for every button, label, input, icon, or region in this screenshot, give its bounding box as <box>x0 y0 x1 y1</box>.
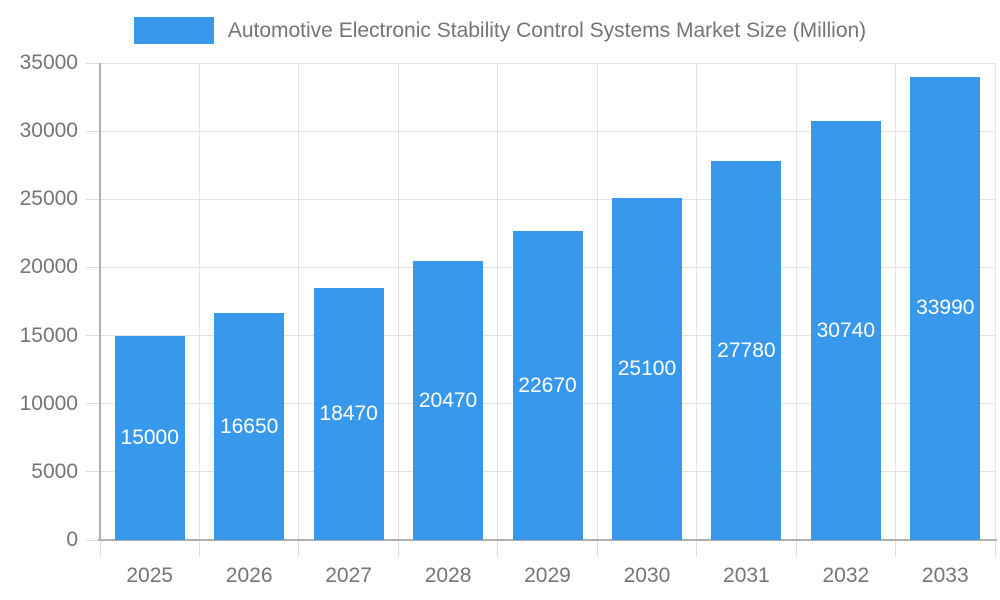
y-axis-label: 30000 <box>19 119 78 143</box>
gridline-vertical <box>696 63 698 540</box>
y-axis-tick <box>86 266 100 268</box>
y-axis-label: 25000 <box>19 187 78 211</box>
legend[interactable]: Automotive Electronic Stability Control … <box>0 17 1000 44</box>
x-axis-tick <box>99 540 101 557</box>
gridline-vertical <box>596 63 598 540</box>
y-axis-label: 5000 <box>31 459 78 483</box>
y-axis-label: 10000 <box>19 391 78 415</box>
legend-swatch[interactable] <box>133 17 214 44</box>
x-axis-label: 2032 <box>822 564 870 587</box>
x-axis-label: 2031 <box>723 564 770 587</box>
bar-value-label: 15000 <box>120 425 179 449</box>
x-axis-tick <box>994 540 996 557</box>
x-axis-label: 2029 <box>524 564 571 587</box>
gridline-vertical <box>895 63 897 540</box>
x-axis-tick <box>795 540 797 557</box>
y-axis-tick <box>86 62 100 64</box>
y-axis-tick <box>86 198 100 200</box>
bar-value-label: 16650 <box>219 414 279 438</box>
y-axis-tick <box>86 539 100 541</box>
x-axis-label: 2033 <box>921 564 969 587</box>
bar-value-label: 22670 <box>518 373 577 397</box>
x-axis-tick <box>895 540 897 557</box>
bar-value-label: 30740 <box>816 318 876 342</box>
gridline-vertical <box>994 63 996 540</box>
bar-2031[interactable] <box>711 161 782 540</box>
bar-2032[interactable] <box>810 121 881 540</box>
y-axis-label: 20000 <box>19 255 78 279</box>
x-axis-label: 2028 <box>424 564 472 587</box>
x-axis-tick <box>497 540 499 557</box>
y-axis-line <box>99 63 101 540</box>
y-axis-label: 15000 <box>19 323 78 347</box>
bar-2026[interactable] <box>214 313 285 540</box>
bar-value-label: 33990 <box>916 296 975 320</box>
gridline-vertical <box>397 63 399 540</box>
x-axis-tick <box>397 540 399 557</box>
legend-label[interactable]: Automotive Electronic Stability Control … <box>227 18 867 42</box>
bar-2033[interactable] <box>910 76 981 540</box>
x-axis-tick <box>596 540 598 557</box>
gridline-vertical <box>298 63 300 540</box>
x-axis-label: 2030 <box>623 564 671 587</box>
y-axis-tick <box>86 403 100 405</box>
bar-2029[interactable] <box>512 231 583 540</box>
gridline-horizontal <box>100 198 995 200</box>
gridline-vertical <box>795 63 797 540</box>
bar-2028[interactable] <box>413 261 484 540</box>
gridline-horizontal <box>100 62 995 64</box>
y-axis-label: 35000 <box>19 51 78 74</box>
bar-value-label: 18470 <box>319 402 378 426</box>
y-axis-label: 0 <box>66 528 78 551</box>
y-axis-tick <box>86 471 100 473</box>
x-axis-label: 2027 <box>325 564 372 587</box>
bar-2030[interactable] <box>611 197 682 540</box>
x-axis-label: 2026 <box>225 564 273 587</box>
x-axis-tick <box>198 540 200 557</box>
gridline-vertical <box>497 63 499 540</box>
x-axis-label: 2025 <box>126 564 174 587</box>
x-axis-line <box>98 539 997 541</box>
x-axis-tick <box>298 540 300 557</box>
bar-2027[interactable] <box>313 288 384 540</box>
y-axis-tick <box>86 130 100 132</box>
bar-2025[interactable] <box>114 335 185 540</box>
y-axis-tick <box>86 335 100 337</box>
gridline-horizontal <box>100 130 995 132</box>
bar-value-label: 25100 <box>617 356 677 380</box>
gridline-vertical <box>198 63 200 540</box>
bar-value-label: 27780 <box>717 338 776 362</box>
bar-value-label: 20470 <box>418 388 478 412</box>
x-axis-tick <box>696 540 698 557</box>
